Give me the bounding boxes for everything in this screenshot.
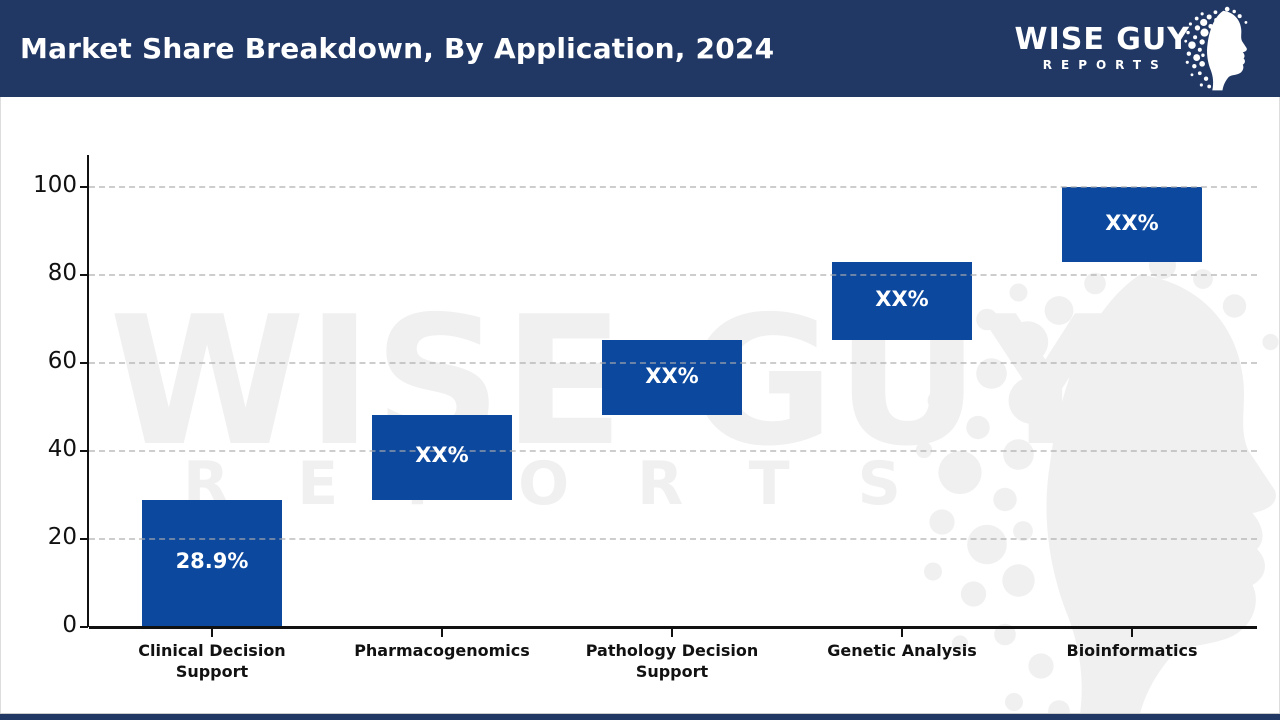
y-tick-mark: [80, 450, 88, 452]
logo-wiseguy-label: WISE GUY: [1014, 22, 1190, 57]
x-tick-mark: [1131, 629, 1133, 637]
y-tick-mark: [80, 538, 88, 540]
x-category-label: Genetic Analysis: [827, 641, 977, 660]
y-gridline: [89, 274, 1257, 276]
y-tick-label: 100: [33, 172, 77, 198]
x-category-label: Clinical Decision Support: [138, 641, 286, 681]
footer-bar: [0, 713, 1280, 720]
bar-value-label: XX%: [1105, 210, 1159, 235]
y-tick-mark: [80, 274, 88, 276]
x-tick-mark: [211, 629, 213, 637]
bar-segment: [372, 414, 512, 500]
watermark-reports-text: REPORTS: [183, 449, 969, 519]
y-tick-label: 0: [62, 612, 77, 638]
y-tick-label: 40: [47, 436, 77, 462]
bar-segment: [602, 340, 742, 415]
x-axis-line: [89, 626, 1257, 629]
logo-reports-label: REPORTS: [1042, 58, 1168, 72]
x-tick-mark: [671, 629, 673, 637]
y-gridline: [89, 186, 1257, 188]
chart-title: Market Share Breakdown, By Application, …: [20, 32, 775, 65]
y-gridline: [89, 538, 1257, 540]
wiseguy-logo-text: WISE GUY REPORTS: [1014, 22, 1190, 73]
y-tick-mark: [80, 362, 88, 364]
bar-value-label: XX%: [875, 287, 929, 312]
bar-value-label: XX%: [645, 363, 699, 388]
bar-segment: [1062, 187, 1202, 263]
x-tick-mark: [901, 629, 903, 637]
y-tick-label: 80: [47, 260, 77, 286]
x-tick-mark: [441, 629, 443, 637]
y-gridline: [89, 362, 1257, 364]
wiseguy-logo: WISE GUY REPORTS: [1014, 6, 1258, 92]
y-axis-line: [87, 155, 89, 627]
header-bar: Market Share Breakdown, By Application, …: [0, 0, 1280, 97]
y-tick-mark: [80, 186, 88, 188]
bar-segment: [142, 499, 282, 627]
chart-canvas: WISE GUY REPORTS 0 20 40 60 80 100 28.9% Clinic…: [0, 97, 1280, 713]
y-tick-label: 20: [47, 524, 77, 550]
x-category-label: Pharmacogenomics: [354, 641, 530, 660]
y-tick-mark: [80, 626, 88, 628]
x-category-label: Bioinformatics: [1066, 641, 1198, 660]
x-category-label: Pathology Decision Support: [585, 641, 759, 681]
bar-value-label: 28.9%: [175, 549, 249, 574]
y-tick-label: 60: [47, 348, 77, 374]
y-gridline: [89, 450, 1257, 452]
bar-value-label: XX%: [415, 443, 469, 468]
